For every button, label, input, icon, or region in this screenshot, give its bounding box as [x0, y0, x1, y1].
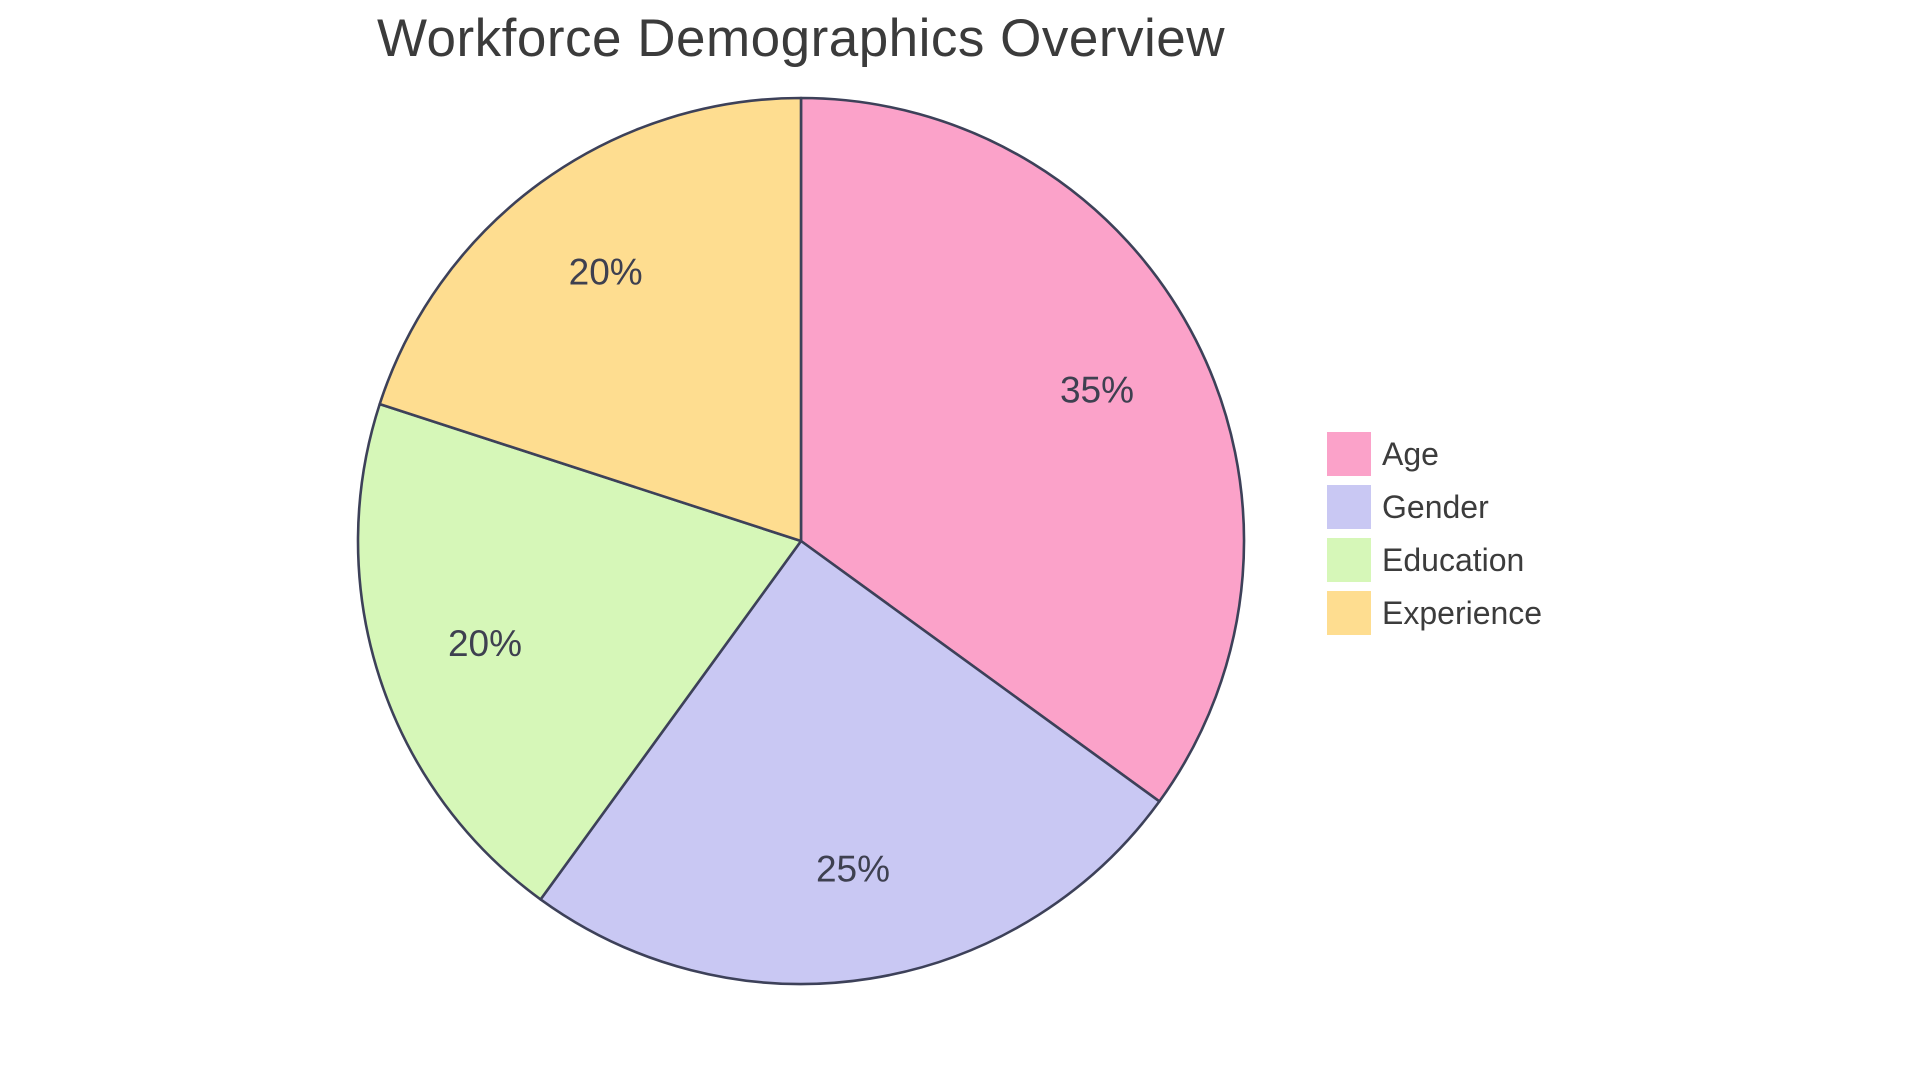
chart-legend: Age Gender Education Experience [1327, 432, 1542, 635]
legend-swatch [1327, 591, 1371, 635]
legend-label: Education [1382, 542, 1525, 578]
legend-label: Experience [1382, 595, 1543, 631]
legend-label: Age [1382, 436, 1439, 472]
chart-title: Workforce Demographics Overview [376, 9, 1226, 68]
slice-label-experience: 20% [569, 252, 643, 293]
pie-slice-education[interactable] [356, 402, 803, 901]
pie-slice-experience[interactable] [378, 96, 803, 543]
legend-label: Gender [1382, 489, 1489, 525]
slice-label-gender: 25% [816, 849, 890, 890]
legend-item-gender[interactable]: Gender [1327, 485, 1542, 529]
legend-item-experience[interactable]: Experience [1327, 591, 1542, 635]
pie-slice-gender[interactable] [539, 539, 1161, 986]
pie-slice-age[interactable] [799, 96, 1246, 803]
legend-item-age[interactable]: Age [1327, 432, 1542, 476]
legend-swatch [1327, 485, 1371, 529]
slice-label-age: 35% [1060, 370, 1134, 411]
legend-item-education[interactable]: Education [1327, 538, 1542, 582]
legend-swatch [1327, 432, 1371, 476]
slice-label-education: 20% [448, 623, 522, 664]
legend-swatch [1327, 538, 1371, 582]
